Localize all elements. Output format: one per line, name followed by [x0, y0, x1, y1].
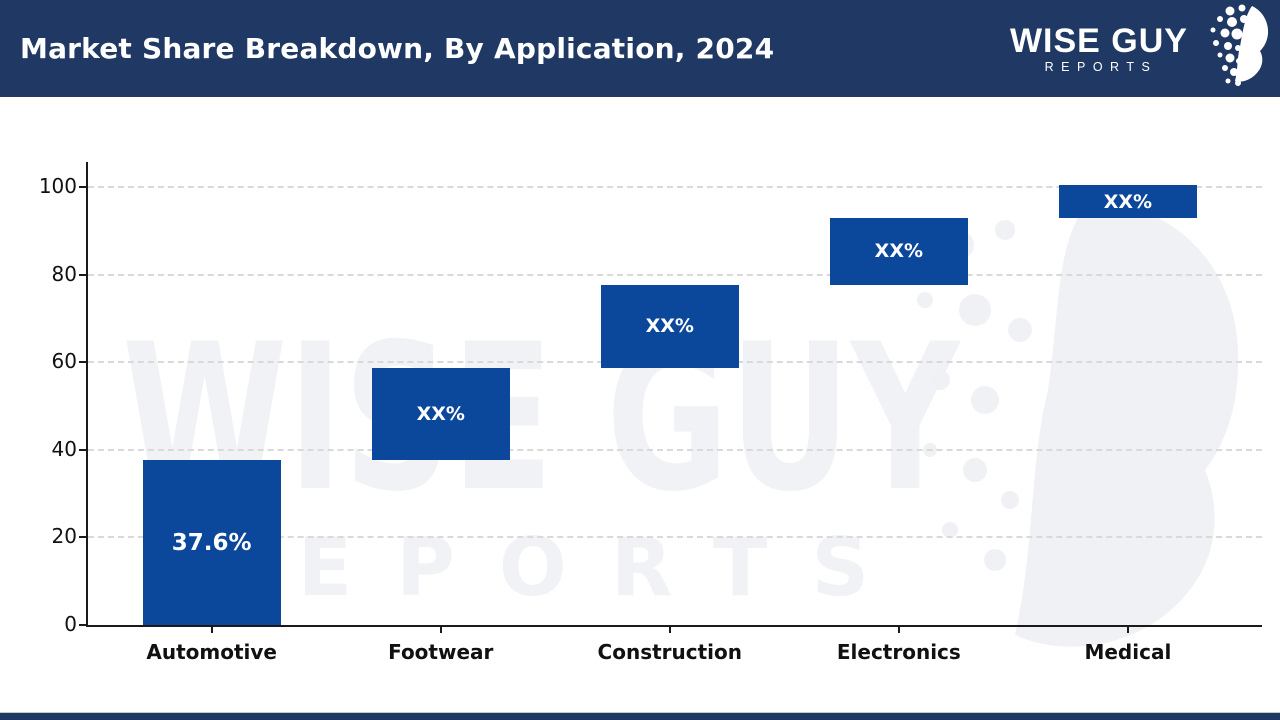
brand-logo-text: WISE GUY REPORTS — [1010, 24, 1188, 74]
y-tick-0 — [79, 624, 87, 626]
x-tick-medical — [1126, 627, 1129, 633]
y-tick-100 — [79, 186, 87, 188]
gridline-y20 — [88, 536, 1262, 539]
gridline-y80 — [88, 273, 1262, 276]
y-tick-60 — [79, 361, 87, 364]
x-axis-line — [86, 625, 1262, 627]
footer-bar — [0, 712, 1280, 720]
y-tick-label-80: 80 — [51, 261, 77, 286]
watermark-reports-text: REPORTS — [192, 521, 914, 614]
gridline-y40 — [88, 448, 1262, 451]
gridline-y100 — [88, 186, 1262, 188]
y-tick-label-40: 40 — [51, 436, 77, 461]
face-profile-logo-icon — [1192, 3, 1270, 95]
bar-value-label: 37.6% — [171, 529, 252, 556]
y-tick-80 — [79, 273, 87, 276]
page-title: Market Share Breakdown, By Application, … — [20, 32, 775, 65]
category-label-medical: Medical — [1084, 640, 1172, 664]
x-tick-electronics — [897, 627, 900, 633]
y-tick-label-60: 60 — [51, 349, 77, 374]
y-tick-label-100: 100 — [38, 174, 77, 198]
bar-value-label: XX% — [1103, 190, 1153, 213]
x-tick-footwear — [439, 627, 442, 633]
y-tick-20 — [79, 536, 87, 539]
y-tick-label-0: 0 — [64, 612, 77, 636]
category-label-footwear: Footwear — [388, 640, 494, 664]
plot-area: 0 20 40 60 80 100 37.6% Automotive XX% Footwear XX… — [0, 97, 1280, 712]
bar-automotive: 37.6% — [142, 460, 281, 625]
bar-footwear: XX% — [371, 367, 510, 461]
header: Market Share Breakdown, By Application, … — [0, 0, 1280, 97]
category-label-automotive: Automotive — [146, 640, 277, 664]
bar-value-label: XX% — [645, 315, 694, 338]
bar-electronics: XX% — [829, 218, 968, 285]
y-axis-line — [86, 162, 88, 627]
category-label-construction: Construction — [597, 640, 743, 664]
brand-name: WISE GUY — [1009, 21, 1188, 60]
x-tick-automotive — [210, 627, 213, 633]
bar-value-label: XX% — [874, 240, 924, 263]
brand-logo: WISE GUY REPORTS — [1010, 3, 1270, 95]
bar-value-label: XX% — [416, 403, 465, 426]
brand-subtitle: REPORTS — [1044, 59, 1158, 74]
bar-construction: XX% — [600, 284, 739, 368]
bar-medical: XX% — [1058, 185, 1197, 219]
category-label-electronics: Electronics — [836, 640, 961, 664]
x-tick-construction — [668, 627, 671, 633]
y-tick-40 — [79, 448, 87, 451]
y-tick-label-20: 20 — [51, 524, 77, 549]
